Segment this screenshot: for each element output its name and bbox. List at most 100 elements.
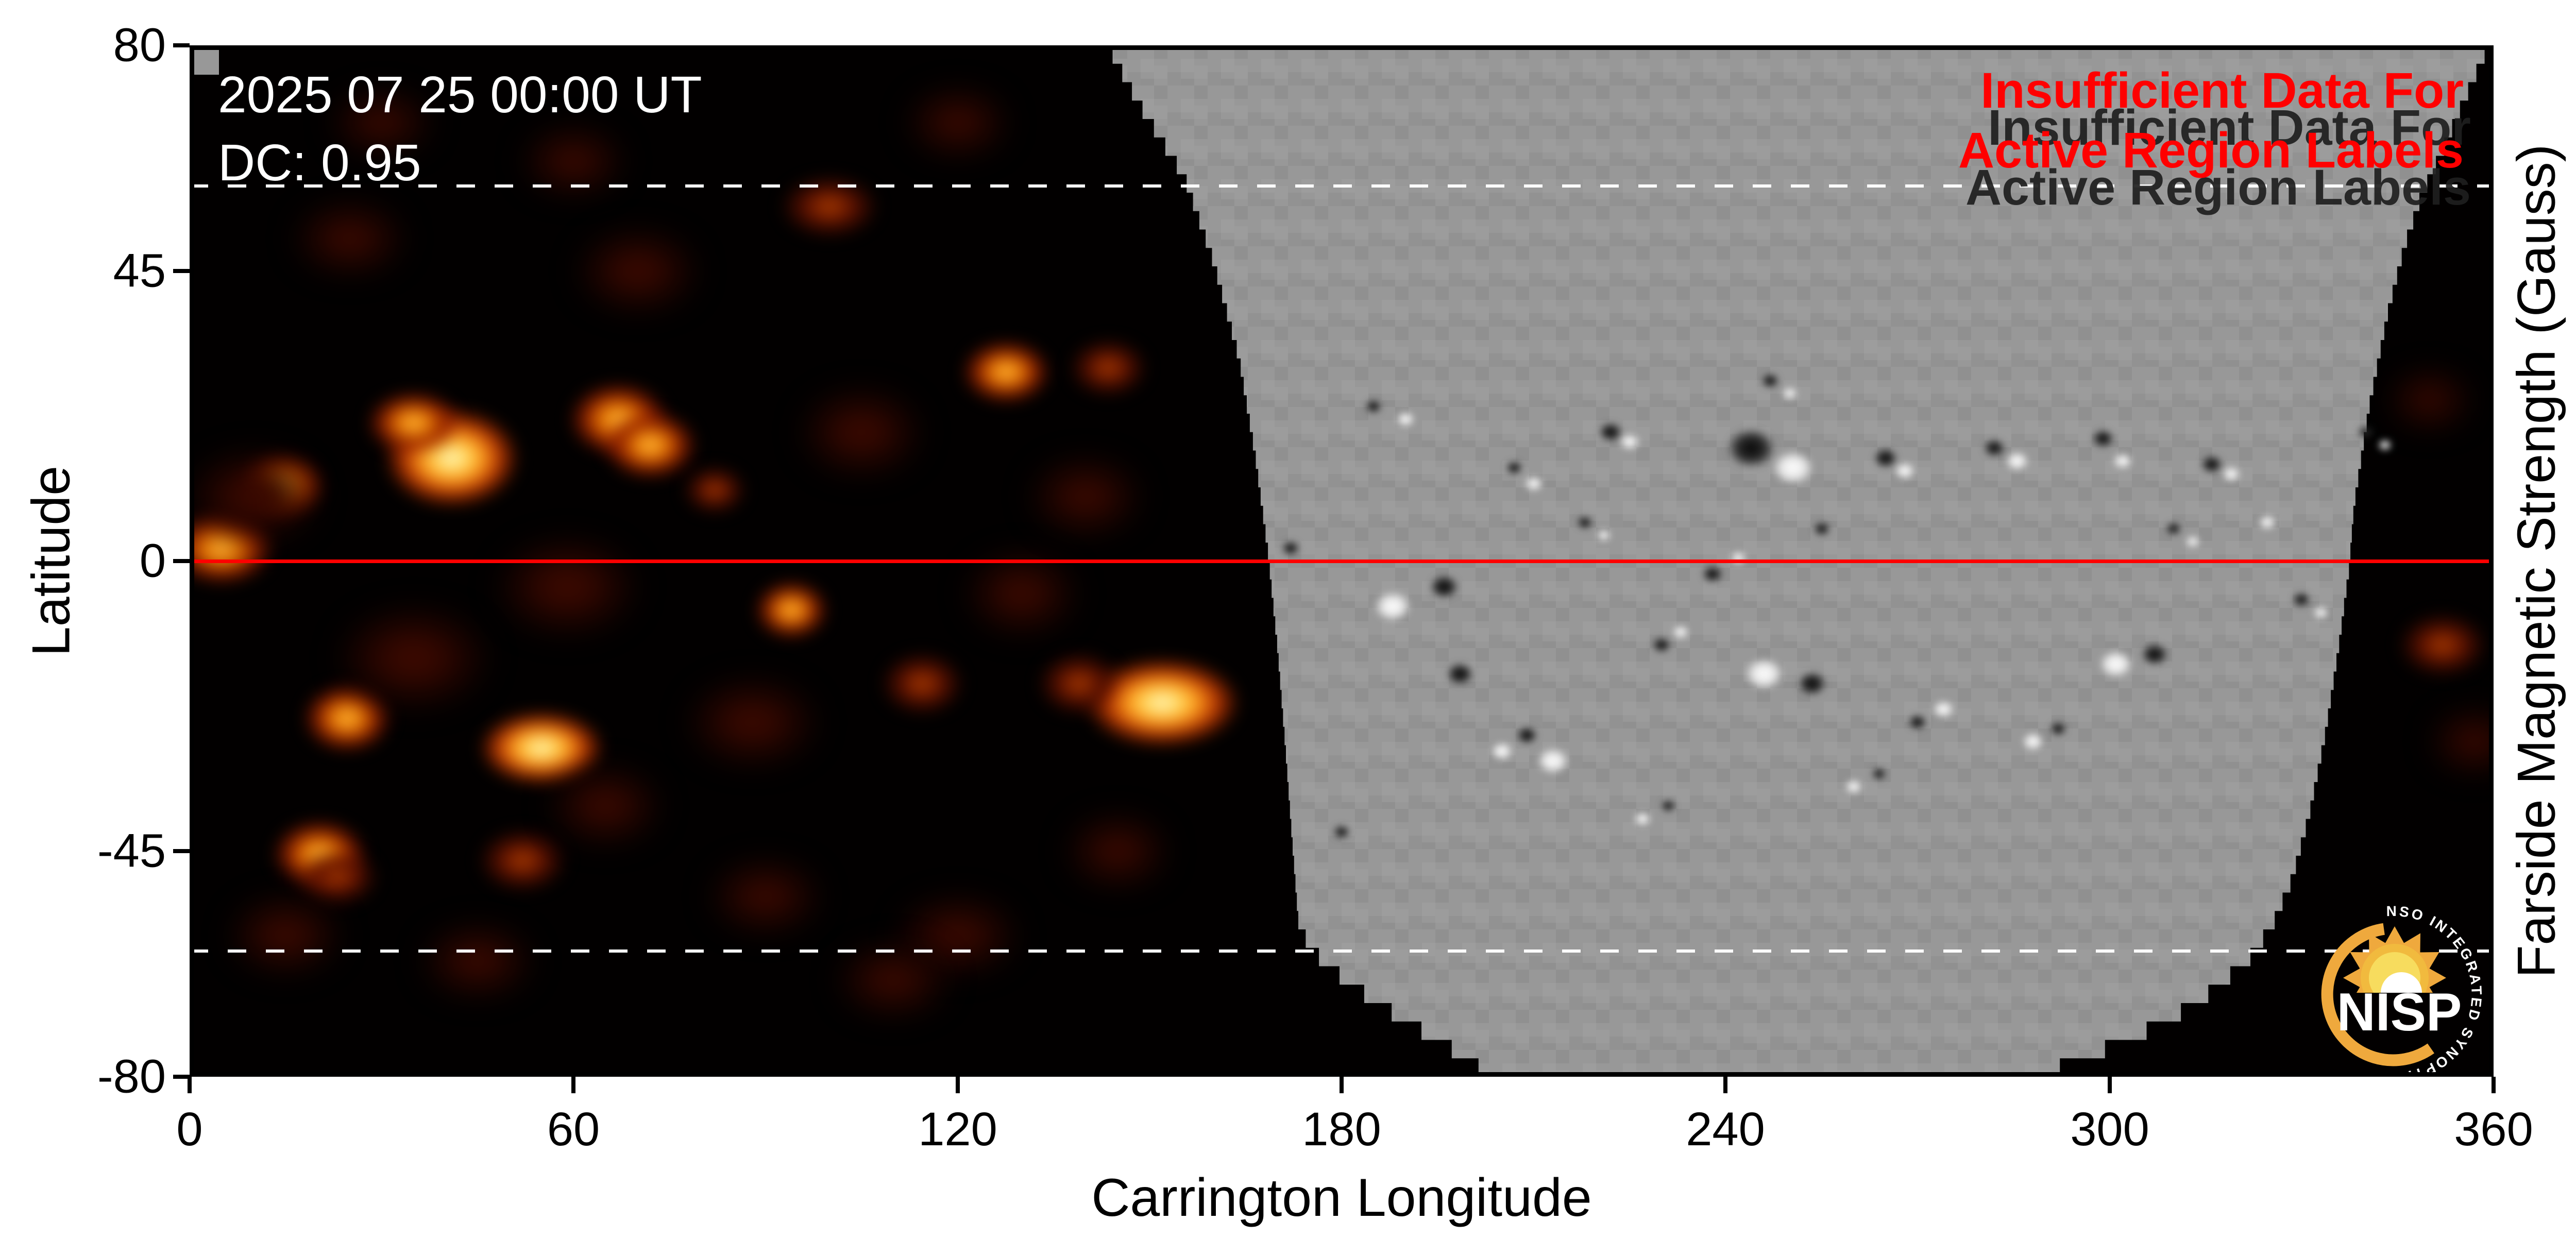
- x-axis-tick: [2108, 1077, 2112, 1093]
- magnetogram-positive-speck: [2112, 453, 2132, 469]
- magnetogram-positive-speck: [1633, 811, 1651, 826]
- magnetogram-negative-speck: [1365, 399, 1382, 413]
- magnetogram-negative-speck: [1813, 522, 1830, 536]
- magnetogram-positive-speck: [1396, 411, 1415, 427]
- farside-magnetic-blob: [962, 341, 1050, 403]
- magnetogram-negative-speck: [1281, 541, 1299, 555]
- farside-magnetic-blob: [575, 229, 700, 312]
- magnetogram-negative-speck: [2092, 430, 2114, 448]
- farside-magnetic-blob: [604, 411, 697, 479]
- magnetogram-positive-speck: [2378, 439, 2392, 451]
- x-tick-label: 120: [918, 1103, 997, 1156]
- magnetogram-positive-speck: [2222, 466, 2241, 482]
- magnetogram-negative-speck: [1872, 768, 1887, 780]
- y-tick-label: -45: [97, 824, 166, 877]
- x-tick-label: 0: [176, 1103, 203, 1156]
- farside-magnetic-blob: [495, 538, 639, 636]
- magnetogram-negative-speck: [2358, 426, 2374, 439]
- farside-colorbar-title: Farside Magnetic Strength (Gauss): [2506, 144, 2567, 978]
- magnetogram-positive-speck: [2259, 515, 2277, 530]
- farside-hot-layer: [190, 45, 2494, 1077]
- farside-magnetic-blob: [421, 924, 534, 997]
- magnetogram-positive-speck: [1782, 387, 1798, 400]
- magnetogram-positive-speck: [1844, 779, 1862, 794]
- magnetogram-negative-speck: [1598, 422, 1622, 442]
- magnetogram-negative-speck: [1506, 461, 1523, 474]
- magnetogram-positive-speck: [1894, 462, 1916, 480]
- magnetogram-positive-speck: [2185, 535, 2200, 548]
- x-tick-label: 60: [547, 1103, 600, 1156]
- farside-magnetic-blob: [686, 678, 820, 766]
- dc-value-text: DC: 0.95: [218, 134, 421, 192]
- warning-line-1: Insufficient Data For: [1980, 62, 2464, 118]
- magnetogram-negative-speck: [1333, 825, 1350, 839]
- magnetogram-negative-speck: [1984, 439, 2006, 457]
- magnetogram-positive-speck: [2099, 650, 2133, 679]
- logo-gold-ring-arc: [2321, 923, 2434, 1066]
- magnetogram-negative-speck: [1908, 715, 1927, 730]
- farside-magnetic-blob: [478, 829, 566, 891]
- magnetogram-positive-speck: [1932, 700, 1954, 718]
- magnetogram-positive-speck: [1744, 657, 1784, 690]
- magnetogram-negative-speck: [1446, 663, 1473, 685]
- farside-magnetic-blob: [330, 92, 433, 154]
- magnetogram-positive-speck: [1374, 591, 1412, 622]
- y-axis-tick: [173, 269, 190, 273]
- magnetogram-positive-speck: [1490, 742, 1513, 760]
- equator-reference-line: [190, 559, 2494, 563]
- farside-magnetic-blob: [906, 89, 1009, 157]
- farside-magnetic-blob: [190, 450, 321, 543]
- magnetogram-positive-speck: [2022, 733, 2044, 751]
- y-tick-label: 80: [113, 19, 166, 72]
- farside-magnetic-blob: [293, 202, 406, 275]
- farside-magnetic-blob: [522, 128, 625, 195]
- farside-magnetic-blob: [964, 552, 1078, 635]
- magnetogram-negative-speck: [1660, 800, 1675, 812]
- farside-magnetic-blob: [2398, 614, 2486, 676]
- y-tick-label: -80: [97, 1050, 166, 1103]
- y-axis-tick: [173, 559, 190, 563]
- farside-magnetic-blob: [881, 652, 964, 715]
- x-tick-label: 240: [1686, 1103, 1765, 1156]
- y-axis-tick: [173, 849, 190, 853]
- farside-magnetic-blob: [1038, 652, 1121, 715]
- magnetogram-negative-speck: [2165, 522, 2181, 535]
- farside-magnetic-blob: [709, 860, 822, 932]
- farside-magnetic-blob: [229, 896, 343, 974]
- x-axis-tick: [1340, 1077, 1344, 1093]
- logo-sun-icon: [2343, 926, 2446, 993]
- farside-magnetic-blob: [755, 582, 827, 639]
- magnetogram-positive-speck: [1597, 529, 1612, 541]
- x-axis-tick: [956, 1077, 960, 1093]
- farside-magnetic-blob: [367, 392, 460, 454]
- timestamp-text: 2025 07 25 00:00 UT: [218, 66, 702, 124]
- farside-magnetic-blob: [336, 606, 491, 709]
- solar-magnetic-map: 2025 07 25 00:00 UT DC: 0.95 Insufficient…: [190, 45, 2494, 1077]
- magnetogram-negative-speck: [1652, 637, 1671, 653]
- x-tick-label: 180: [1302, 1103, 1381, 1156]
- farside-magnetic-blob: [1029, 457, 1143, 535]
- magnetogram-negative-speck: [2293, 592, 2311, 607]
- y-tick-label: 45: [113, 244, 166, 297]
- farside-magnetic-blob: [295, 849, 378, 906]
- lower-latitude-limit-dashed-line: [190, 949, 2494, 953]
- logo-white-dome: [2381, 972, 2422, 993]
- farside-magnetic-blob: [1066, 815, 1170, 888]
- y-axis-tick: [173, 1075, 190, 1079]
- magnetogram-negative-speck: [1702, 565, 1723, 583]
- insufficient-data-warning: Insufficient Data For Active Region Labe…: [1958, 61, 2464, 180]
- y-axis-tick: [173, 43, 190, 47]
- magnetogram-positive-speck: [2005, 451, 2029, 471]
- farside-magnetic-blob: [2388, 371, 2471, 429]
- magnetogram-positive-speck: [1524, 476, 1543, 491]
- frontside-active-region-specks: [190, 45, 2494, 1077]
- magnetogram-positive-speck: [1536, 748, 1569, 774]
- magnetogram-negative-speck: [1517, 726, 1538, 744]
- farside-magnetic-blob: [800, 388, 924, 476]
- x-axis-tick: [571, 1077, 575, 1093]
- farside-magnetic-blob: [683, 467, 745, 514]
- logo-wordmark: NISP: [2337, 982, 2462, 1042]
- nisp-logo: NSO INTEGRATED SYNOPTIC PROGRAM NISP: [2321, 903, 2483, 1077]
- magnetogram-positive-speck: [1672, 625, 1689, 639]
